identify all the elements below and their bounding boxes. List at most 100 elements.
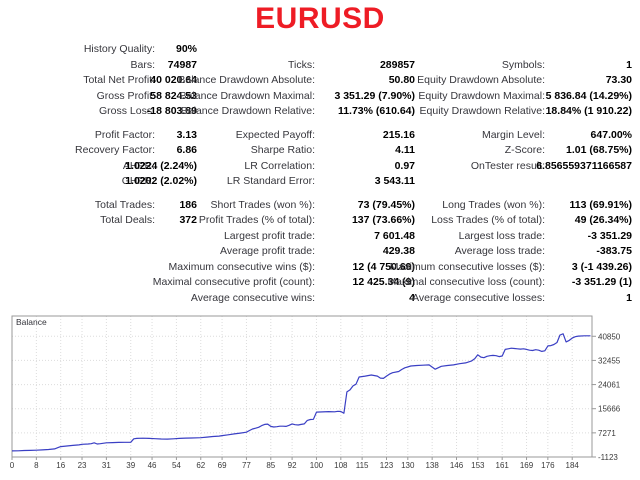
x-tick-label: 77 xyxy=(242,461,251,470)
stat-value: 73.30 xyxy=(605,74,632,86)
x-tick-label: 8 xyxy=(34,461,39,470)
stat-label: Loss Trades (% of total): xyxy=(431,214,545,226)
x-tick-label: 85 xyxy=(266,461,275,470)
stat-label: Gross Profit: xyxy=(96,89,155,102)
stat-value: -3 351.29 (1) xyxy=(571,276,632,288)
stat-value: 647.00% xyxy=(590,128,632,141)
stat-label: Symbols: xyxy=(501,58,545,71)
stat-value: 6.86 xyxy=(176,144,197,156)
stat-value: 5 836.84 (14.29%) xyxy=(545,89,632,102)
stat-value: 12 (4 750.69) xyxy=(352,260,415,273)
stat-value: -3 351.29 xyxy=(587,229,632,242)
stat-row: Gross Loss: -18 803.89 Balance Drawdown Re… xyxy=(0,104,640,120)
stat-value: -383.75 xyxy=(596,245,632,257)
stat-row: Bars: 74987 Ticks: 289857 Symbols: 1 xyxy=(0,58,640,74)
y-tick-label: 7271 xyxy=(598,429,616,438)
stat-value: 3 (-1 439.26) xyxy=(571,260,632,273)
stat-section: History Quality: 90% Bars: 74987 Ticks: 28985… xyxy=(0,42,640,120)
x-tick-label: 54 xyxy=(172,461,181,470)
stats-table: History Quality: 90% Bars: 74987 Ticks: 28985… xyxy=(0,42,640,306)
stat-label: Balance Drawdown Maximal: xyxy=(179,89,315,102)
stat-value: 7 601.48 xyxy=(374,229,415,242)
x-tick-label: 108 xyxy=(334,461,348,470)
x-tick-label: 184 xyxy=(566,461,580,470)
stat-label: Maximal consecutive profit (count): xyxy=(152,276,315,288)
stat-label: Ticks: xyxy=(287,58,315,71)
x-tick-label: 146 xyxy=(450,461,464,470)
stat-row: Largest profit trade: 7 601.48 Largest los… xyxy=(0,229,640,245)
x-tick-label: 69 xyxy=(218,461,227,470)
chart-series-label: Balance xyxy=(16,317,47,327)
stat-label: Profit Factor: xyxy=(94,128,155,141)
stat-label: Profit Trades (% of total): xyxy=(198,214,315,226)
stat-row: Recovery Factor: 6.86 Sharpe Ratio: 4.11 Z-S… xyxy=(0,143,640,159)
stat-label: Balance Drawdown Relative: xyxy=(180,105,315,117)
stat-value: 372 xyxy=(179,214,197,226)
plot-border xyxy=(11,315,593,458)
stat-label: Largest loss trade: xyxy=(458,229,545,242)
stat-label: Short Trades (won %): xyxy=(210,198,315,211)
stat-row: Gross Profit: 58 824.53 Balance Drawdown M… xyxy=(0,89,640,105)
stat-label: Balance Drawdown Absolute: xyxy=(178,74,315,86)
stat-row: Average consecutive wins: 4 Average consec… xyxy=(0,291,640,307)
stat-value: 74987 xyxy=(167,58,197,71)
y-tick-label: 40850 xyxy=(598,332,621,341)
y-tick-label: 32455 xyxy=(598,356,621,365)
stat-value: 1 xyxy=(626,58,632,71)
stat-value: 186 xyxy=(179,198,197,211)
stat-section: Profit Factor: 3.13 Expected Payoff: 215.16… xyxy=(0,128,640,190)
stat-label: Recovery Factor: xyxy=(75,144,155,156)
x-tick-label: 100 xyxy=(310,461,324,470)
x-tick-label: 46 xyxy=(148,461,157,470)
stat-row: Total Trades: 186 Short Trades (won %): 73 … xyxy=(0,198,640,214)
stat-label: Maximal consecutive loss (count): xyxy=(387,276,545,288)
stat-label: Long Trades (won %): xyxy=(442,198,545,211)
x-tick-label: 31 xyxy=(102,461,111,470)
stat-label: Maximum consecutive losses ($): xyxy=(389,260,545,273)
y-tick-label: 24061 xyxy=(598,381,621,390)
stat-value: 1 xyxy=(626,291,632,304)
stat-label: Total Net Profit: xyxy=(83,74,155,86)
stat-label: GHPR: xyxy=(121,175,155,187)
x-tick-label: 62 xyxy=(196,461,205,470)
x-tick-label: 169 xyxy=(520,461,534,470)
stat-value: 4.11 xyxy=(395,144,415,156)
stat-value: 73 (79.45%) xyxy=(357,198,415,211)
stat-section: Total Trades: 186 Short Trades (won %): 73 … xyxy=(0,198,640,307)
x-tick-label: 176 xyxy=(541,461,555,470)
stat-value: 12 425.34 (9) xyxy=(352,276,415,288)
stat-value: 18.84% (1 910.22) xyxy=(545,105,632,117)
balance-line xyxy=(11,333,591,452)
stat-label: Margin Level: xyxy=(481,128,545,141)
stat-label: OnTester result: xyxy=(470,159,545,172)
stat-label: Bars: xyxy=(130,58,155,71)
stat-label: Maximum consecutive wins ($): xyxy=(168,260,315,273)
stat-value: 58 824.53 xyxy=(150,89,197,102)
stat-value: 6.856559371166587 xyxy=(536,159,632,172)
x-tick-label: 39 xyxy=(126,461,135,470)
stat-value: 1.0224 (2.24%) xyxy=(125,159,197,172)
stat-label: Average profit trade: xyxy=(220,245,315,257)
stat-row: History Quality: 90% xyxy=(0,42,640,58)
stat-label: Equity Drawdown Relative: xyxy=(419,105,545,117)
stat-label: Average consecutive wins: xyxy=(190,291,315,304)
stat-value: 1.01 (68.75%) xyxy=(566,144,632,156)
stat-label: LR Standard Error: xyxy=(226,175,315,187)
stat-label: Expected Payoff: xyxy=(235,128,315,141)
stat-value: 137 (73.66%) xyxy=(351,214,415,226)
stat-value: 3.13 xyxy=(176,128,197,141)
stat-label: Largest profit trade: xyxy=(223,229,315,242)
stat-value: 113 (69.91%) xyxy=(569,198,632,211)
stat-label: Gross Loss: xyxy=(98,105,155,117)
x-tick-label: 123 xyxy=(380,461,394,470)
stat-value: 3 543.11 xyxy=(374,175,415,187)
stat-value: 49 (26.34%) xyxy=(574,214,632,226)
balance-chart: 0 8 16 23 31 39 46 54 62 69 77 85 92 100 108 115 123 130 1… xyxy=(0,306,640,480)
report-title: EURUSD xyxy=(255,2,385,35)
stat-row: GHPR: 1.0202 (2.02%) LR Standard Error: 3 5… xyxy=(0,174,640,190)
stat-row: Average profit trade: 429.38 Average loss … xyxy=(0,244,640,260)
stat-value: 0.97 xyxy=(394,159,415,172)
x-tick-label: 115 xyxy=(356,461,369,470)
stat-value: 3 351.29 (7.90%) xyxy=(334,89,415,102)
stat-value: 289857 xyxy=(379,58,415,71)
